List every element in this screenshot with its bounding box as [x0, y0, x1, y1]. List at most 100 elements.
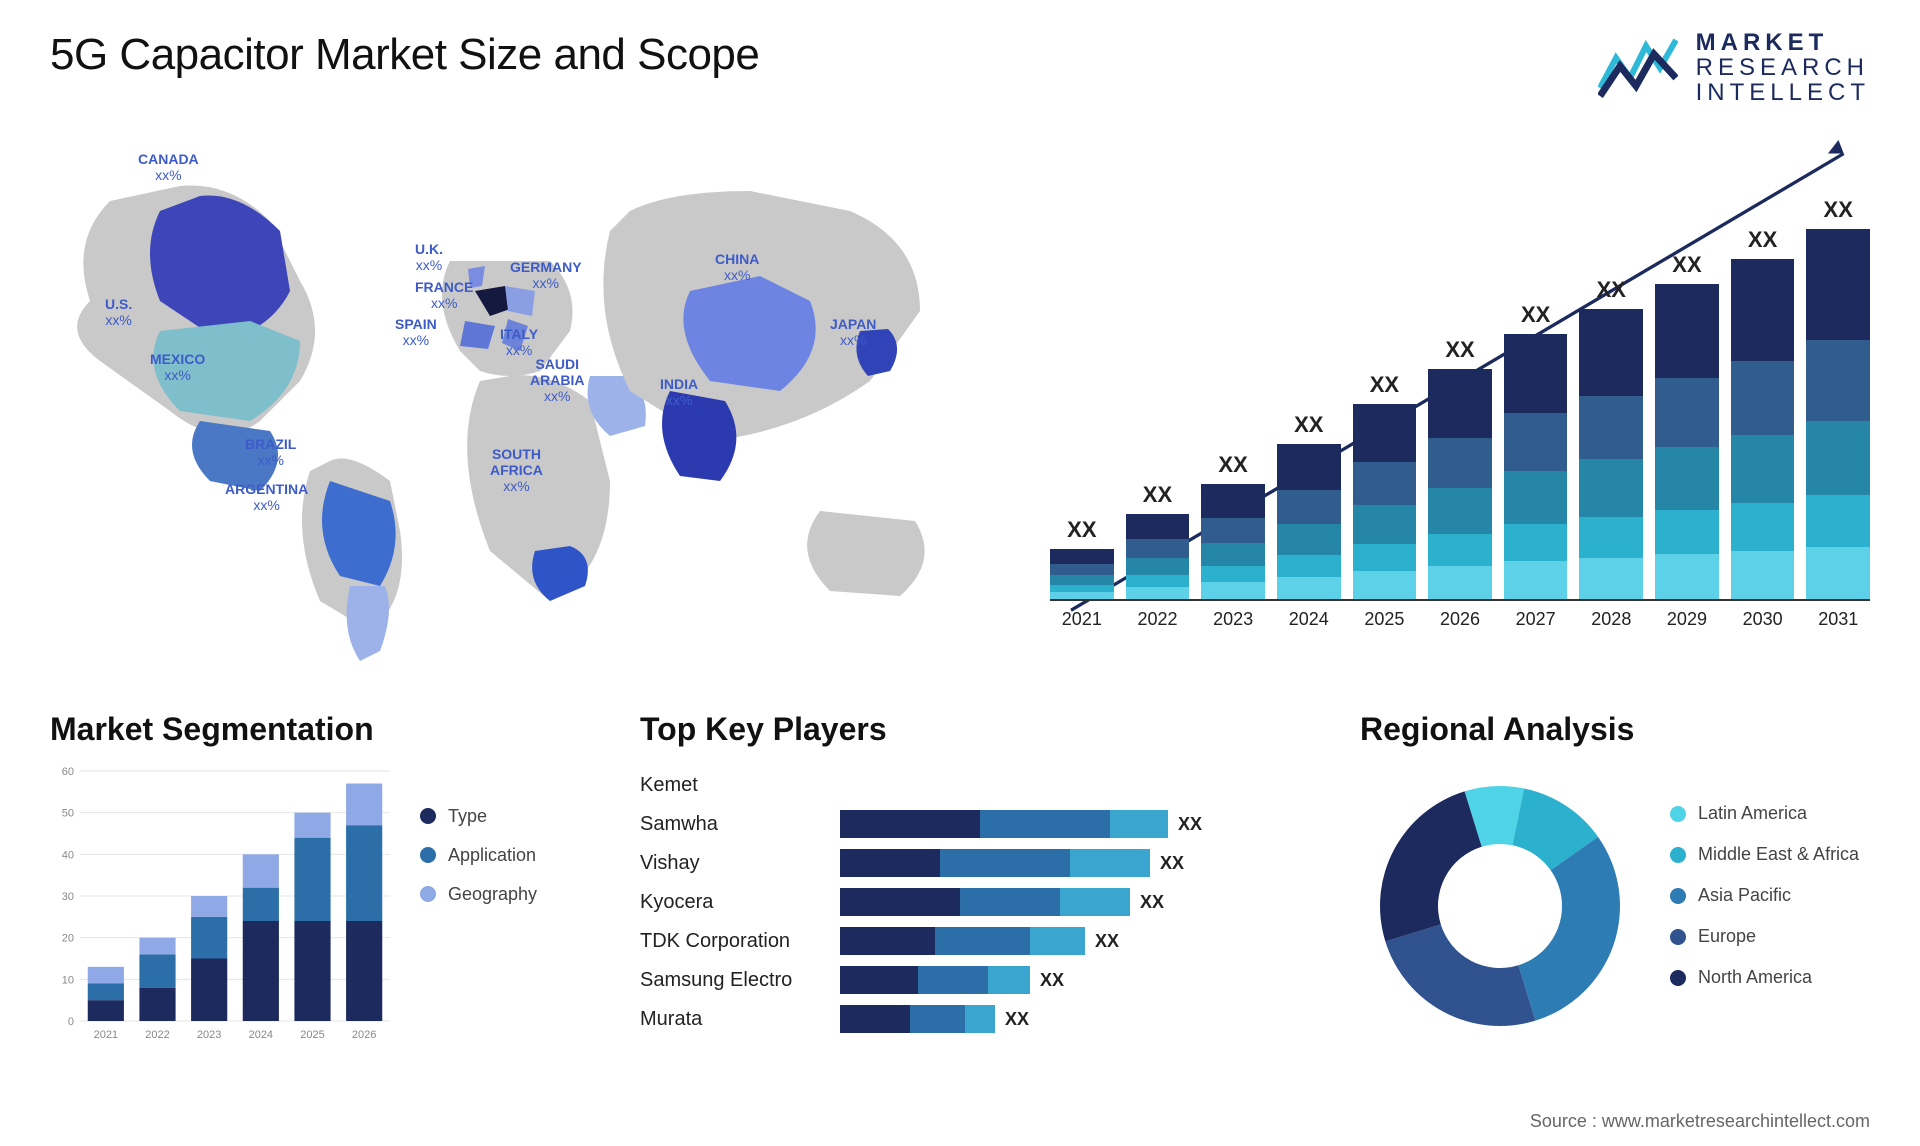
svg-text:2025: 2025: [300, 1029, 324, 1041]
map-label-argentina: ARGENTINAxx%: [225, 481, 308, 513]
map-label-china: CHINAxx%: [715, 251, 759, 283]
growth-bar-value: XX: [1370, 372, 1399, 398]
growth-bar-value: XX: [1597, 277, 1626, 303]
donut-slice-europe: [1385, 924, 1535, 1026]
growth-year-label: 2025: [1353, 609, 1417, 630]
seg-legend-type: Type: [420, 806, 537, 827]
segmentation-title: Market Segmentation: [50, 711, 610, 748]
growth-bar-2030: XX: [1731, 161, 1795, 599]
player-bar-tdk-corporation: XX: [840, 922, 1330, 961]
market-segmentation: Market Segmentation 01020304050602021202…: [50, 711, 610, 1046]
player-name: Samwha: [640, 805, 820, 844]
svg-text:2024: 2024: [249, 1029, 273, 1041]
growth-year-label: 2022: [1126, 609, 1190, 630]
growth-bar-2021: XX: [1050, 161, 1114, 599]
player-name: Samsung Electro: [640, 961, 820, 1000]
svg-text:10: 10: [62, 974, 74, 986]
logo-text-1: MARKET: [1696, 30, 1870, 55]
growth-bar-value: XX: [1067, 517, 1096, 543]
regional-legend-item: North America: [1670, 967, 1859, 988]
player-bar-samsung-electro: XX: [840, 961, 1330, 1000]
regional-legend-item: Asia Pacific: [1670, 885, 1859, 906]
growth-year-label: 2028: [1579, 609, 1643, 630]
player-bar-vishay: XX: [840, 844, 1330, 883]
growth-bar-value: XX: [1672, 252, 1701, 278]
logo: MARKET RESEARCH INTELLECT: [1598, 30, 1870, 106]
top-key-players: Top Key Players KemetSamwhaVishayKyocera…: [640, 711, 1330, 1046]
growth-bar-value: XX: [1218, 452, 1247, 478]
growth-bar-value: XX: [1824, 197, 1853, 223]
growth-bar-value: XX: [1143, 482, 1172, 508]
growth-year-label: 2024: [1277, 609, 1341, 630]
svg-text:2022: 2022: [145, 1029, 169, 1041]
seg-legend-geography: Geography: [420, 884, 537, 905]
svg-text:0: 0: [68, 1016, 74, 1028]
player-bar-value: XX: [1040, 970, 1064, 991]
player-bar-samwha: XX: [840, 805, 1330, 844]
growth-bar-2025: XX: [1353, 161, 1417, 599]
player-name: Kemet: [640, 766, 820, 805]
player-name: Kyocera: [640, 883, 820, 922]
player-bar-value: XX: [1140, 892, 1164, 913]
growth-bar-value: XX: [1445, 337, 1474, 363]
svg-text:50: 50: [62, 807, 74, 819]
player-bar-value: XX: [1160, 853, 1184, 874]
map-label-saudi-arabia: SAUDIARABIAxx%: [530, 356, 584, 404]
growth-bar-2023: XX: [1201, 161, 1265, 599]
growth-bar-chart: XX XX XX XX XX XX XX XX XX XX XX 2021 2022 2023 2024 2…: [1050, 131, 1870, 661]
player-name: Murata: [640, 1000, 820, 1039]
growth-bar-2029: XX: [1655, 161, 1719, 599]
donut-slice-north-america: [1380, 791, 1482, 941]
growth-bar-2024: XX: [1277, 161, 1341, 599]
logo-text-2: RESEARCH: [1696, 55, 1870, 80]
player-name: Vishay: [640, 844, 820, 883]
players-title: Top Key Players: [640, 711, 1330, 748]
seg-legend-application: Application: [420, 845, 537, 866]
growth-year-label: 2027: [1504, 609, 1568, 630]
regional-legend-item: Middle East & Africa: [1670, 844, 1859, 865]
growth-bar-value: XX: [1748, 227, 1777, 253]
growth-year-label: 2026: [1428, 609, 1492, 630]
logo-text-3: INTELLECT: [1696, 80, 1870, 105]
player-bar-value: XX: [1178, 814, 1202, 835]
map-label-canada: CANADAxx%: [138, 151, 199, 183]
growth-year-label: 2029: [1655, 609, 1719, 630]
page-title: 5G Capacitor Market Size and Scope: [50, 30, 759, 80]
map-label-south-africa: SOUTHAFRICAxx%: [490, 446, 543, 494]
regional-title: Regional Analysis: [1360, 711, 1870, 748]
regional-analysis: Regional Analysis Latin America Middle Ea…: [1360, 711, 1870, 1046]
map-label-italy: ITALYxx%: [500, 326, 538, 358]
player-name: TDK Corporation: [640, 922, 820, 961]
growth-bar-value: XX: [1294, 412, 1323, 438]
growth-year-label: 2021: [1050, 609, 1114, 630]
growth-year-label: 2030: [1731, 609, 1795, 630]
map-label-france: FRANCExx%: [415, 279, 473, 311]
player-bar-value: XX: [1095, 931, 1119, 952]
growth-year-label: 2023: [1201, 609, 1265, 630]
map-label-japan: JAPANxx%: [830, 316, 876, 348]
map-label-spain: SPAINxx%: [395, 316, 437, 348]
map-label-u-s-: U.S.xx%: [105, 296, 132, 328]
growth-bar-2026: XX: [1428, 161, 1492, 599]
growth-bar-2027: XX: [1504, 161, 1568, 599]
source-text: Source : www.marketresearchintellect.com: [1530, 1111, 1870, 1132]
donut-slice-asia-pacific: [1518, 836, 1620, 1020]
map-label-brazil: BRAZILxx%: [245, 436, 296, 468]
growth-year-label: 2031: [1806, 609, 1870, 630]
player-bar-value: XX: [1005, 1009, 1029, 1030]
svg-text:30: 30: [62, 891, 74, 903]
map-label-u-k-: U.K.xx%: [415, 241, 443, 273]
svg-text:20: 20: [62, 932, 74, 944]
svg-text:2021: 2021: [94, 1029, 118, 1041]
svg-text:2026: 2026: [352, 1029, 376, 1041]
map-label-germany: GERMANYxx%: [510, 259, 582, 291]
world-map: CANADAxx% U.S.xx% MEXICOxx% BRAZILxx% ARGENT…: [50, 131, 990, 661]
logo-mark: [1598, 38, 1678, 98]
map-label-mexico: MEXICOxx%: [150, 351, 205, 383]
player-bar-murata: XX: [840, 1000, 1330, 1039]
regional-legend-item: Latin America: [1670, 803, 1859, 824]
map-label-india: INDIAxx%: [660, 376, 698, 408]
growth-bar-2022: XX: [1126, 161, 1190, 599]
svg-text:60: 60: [62, 766, 74, 778]
growth-bar-2028: XX: [1579, 161, 1643, 599]
